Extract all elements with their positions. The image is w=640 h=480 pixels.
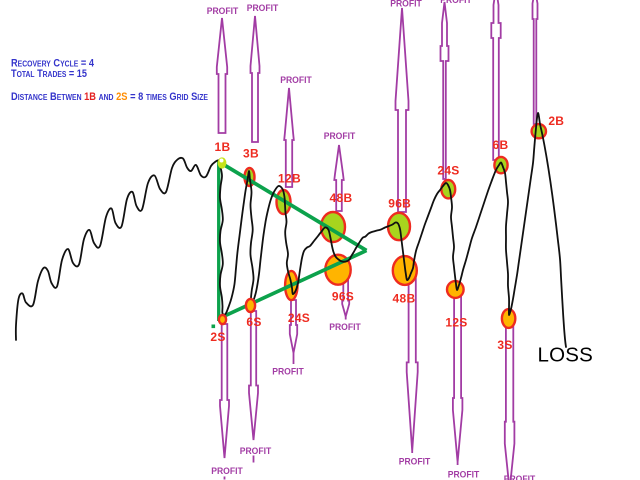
svg-text:PROFIT: PROFIT [211,466,243,476]
svg-text:Distance Betwen 1B and 2S = 8: Distance Betwen 1B and 2S = 8 times Grid… [11,91,209,103]
svg-text:PROFIT: PROFIT [504,474,536,480]
svg-text:PROFIT: PROFIT [399,457,431,467]
svg-text:3S: 3S [497,338,512,352]
svg-text:3B: 3B [243,147,259,161]
svg-text:2S: 2S [210,330,225,344]
svg-text:PROFIT: PROFIT [207,6,239,16]
svg-text:48B: 48B [330,191,353,205]
svg-text:PROFIT: PROFIT [324,131,356,141]
svg-text:6S: 6S [246,315,261,329]
svg-text:24S: 24S [437,163,459,177]
svg-text:12S: 12S [445,316,467,330]
svg-text:PROFIT: PROFIT [390,0,422,9]
svg-text:PROFIT: PROFIT [448,470,480,480]
svg-text:48B: 48B [393,292,416,306]
svg-text:PROFIT: PROFIT [240,446,272,456]
svg-text:12B: 12B [278,172,301,186]
svg-text:Recovery Cycle = 4: Recovery Cycle = 4 [11,57,94,69]
svg-text:Total Trades = 15: Total Trades = 15 [11,68,87,80]
svg-text:24S: 24S [288,311,310,325]
svg-text:LOSS: LOSS [538,344,594,367]
svg-text:PROFIT: PROFIT [440,0,472,5]
svg-text:6B: 6B [493,138,509,152]
svg-text:PROFIT: PROFIT [272,367,304,377]
svg-text:PROFIT: PROFIT [247,3,279,13]
svg-text:PROFIT: PROFIT [329,322,361,332]
svg-text:96S: 96S [332,290,354,304]
svg-text:1B: 1B [215,140,231,154]
svg-text:2B: 2B [548,114,564,128]
svg-text:PROFIT: PROFIT [280,75,312,85]
svg-text:96B: 96B [388,197,411,211]
